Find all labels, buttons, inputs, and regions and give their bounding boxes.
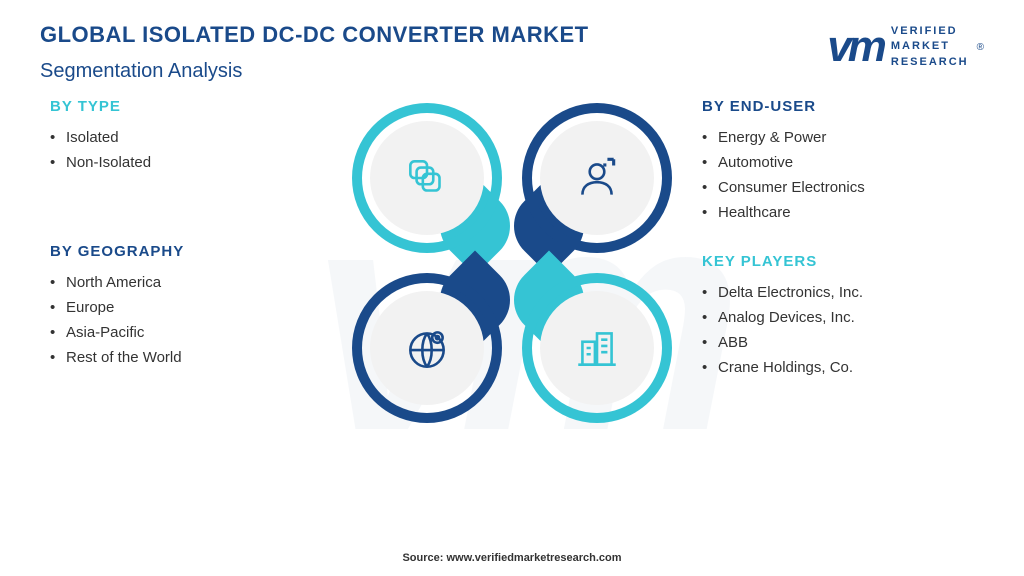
user-icon xyxy=(540,121,654,235)
list-item: Analog Devices, Inc. xyxy=(702,305,984,330)
list: Energy & Power Automotive Consumer Elect… xyxy=(702,125,984,225)
petal-geography xyxy=(352,273,502,423)
section-title: BY TYPE xyxy=(50,98,332,115)
list-item: Delta Electronics, Inc. xyxy=(702,280,984,305)
section-geography: BY GEOGRAPHY North America Europe Asia-P… xyxy=(50,243,332,370)
list-item: Asia-Pacific xyxy=(50,320,332,345)
list: North America Europe Asia-Pacific Rest o… xyxy=(50,270,332,370)
list-item: Isolated xyxy=(50,125,332,150)
page-subtitle: Segmentation Analysis xyxy=(40,60,827,83)
section-enduser: BY END-USER Energy & Power Automotive Co… xyxy=(702,98,984,225)
page-title: GLOBAL ISOLATED DC-DC CONVERTER MARKET xyxy=(40,22,827,48)
list-item: Healthcare xyxy=(702,200,984,225)
buildings-icon xyxy=(540,291,654,405)
section-title: BY GEOGRAPHY xyxy=(50,243,332,260)
section-keyplayers: KEY PLAYERS Delta Electronics, Inc. Anal… xyxy=(702,253,984,380)
list-item: Non-Isolated xyxy=(50,150,332,175)
logo-mark: vm xyxy=(827,22,883,72)
list: Isolated Non-Isolated xyxy=(50,125,332,175)
logo-text: VERIFIED MARKET RESEARCH xyxy=(891,24,969,70)
petal-enduser xyxy=(522,103,672,253)
list-item: Rest of the World xyxy=(50,345,332,370)
section-title: BY END-USER xyxy=(702,98,984,115)
petal-keyplayers xyxy=(522,273,672,423)
registered-mark: ® xyxy=(977,42,984,53)
list-item: Automotive xyxy=(702,150,984,175)
list: Delta Electronics, Inc. Analog Devices, … xyxy=(702,280,984,380)
header: GLOBAL ISOLATED DC-DC CONVERTER MARKET S… xyxy=(0,0,1024,88)
list-item: ABB xyxy=(702,330,984,355)
logo-line: MARKET xyxy=(891,39,969,54)
logo-line: RESEARCH xyxy=(891,55,969,70)
logo-line: VERIFIED xyxy=(891,24,969,39)
layers-icon xyxy=(370,121,484,235)
list-item: North America xyxy=(50,270,332,295)
list-item: Energy & Power xyxy=(702,125,984,150)
content: BY TYPE Isolated Non-Isolated BY GEOGRAP… xyxy=(0,88,1024,528)
section-type: BY TYPE Isolated Non-Isolated xyxy=(50,98,332,175)
logo: vm VERIFIED MARKET RESEARCH ® xyxy=(827,22,984,72)
left-column: BY TYPE Isolated Non-Isolated BY GEOGRAP… xyxy=(50,98,352,528)
section-title: KEY PLAYERS xyxy=(702,253,984,270)
title-block: GLOBAL ISOLATED DC-DC CONVERTER MARKET S… xyxy=(40,22,827,83)
list-item: Crane Holdings, Co. xyxy=(702,355,984,380)
right-column: BY END-USER Energy & Power Automotive Co… xyxy=(672,98,984,528)
list-item: Consumer Electronics xyxy=(702,175,984,200)
list-item: Europe xyxy=(50,295,332,320)
center-graphic xyxy=(352,103,672,423)
globe-icon xyxy=(370,291,484,405)
petal-type xyxy=(352,103,502,253)
source-line: Source: www.verifiedmarketresearch.com xyxy=(0,552,1024,564)
